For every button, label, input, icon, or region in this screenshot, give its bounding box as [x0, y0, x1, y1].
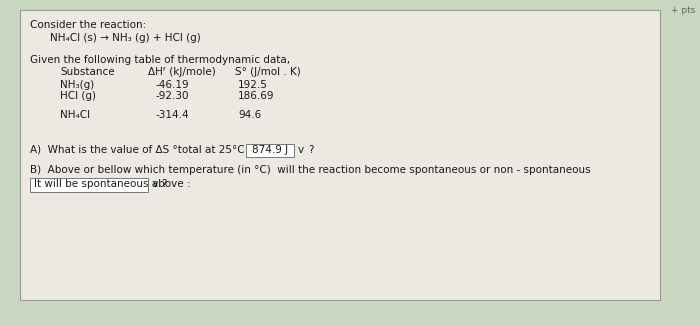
- Text: ?: ?: [308, 145, 314, 155]
- Text: -46.19: -46.19: [155, 80, 188, 90]
- Text: A)  What is the value of ΔS °total at 25°C: A) What is the value of ΔS °total at 25°…: [30, 145, 244, 155]
- Bar: [246, 144, 294, 157]
- Text: ?: ?: [161, 179, 167, 189]
- Text: 186.69: 186.69: [238, 91, 274, 101]
- Text: HCl (g): HCl (g): [60, 91, 96, 101]
- Text: 874.9 J: 874.9 J: [252, 145, 288, 155]
- Text: 94.6: 94.6: [238, 110, 261, 120]
- Text: -92.30: -92.30: [155, 91, 188, 101]
- Text: It will be spontaneous above :: It will be spontaneous above :: [34, 179, 190, 189]
- Text: ΔHᶠ (kJ/mole): ΔHᶠ (kJ/mole): [148, 67, 216, 77]
- Text: ∨: ∨: [152, 179, 159, 189]
- Bar: [20, 10, 660, 300]
- Text: B)  Above or bellow which temperature (in °C)  will the reaction become spontane: B) Above or bellow which temperature (in…: [30, 165, 591, 175]
- Text: v: v: [298, 145, 304, 155]
- Text: Substance: Substance: [60, 67, 115, 77]
- Text: NH₃(g): NH₃(g): [60, 80, 94, 90]
- Text: 192.5: 192.5: [238, 80, 268, 90]
- Text: Given the following table of thermodynamic data,: Given the following table of thermodynam…: [30, 55, 290, 65]
- Text: Consider the reaction:: Consider the reaction:: [30, 20, 146, 30]
- Text: -314.4: -314.4: [155, 110, 188, 120]
- Text: NH₄Cl (s) → NH₃ (g) + HCl (g): NH₄Cl (s) → NH₃ (g) + HCl (g): [50, 33, 201, 43]
- Text: S° (J/mol . K): S° (J/mol . K): [235, 67, 301, 77]
- Text: NH₄Cl: NH₄Cl: [60, 110, 90, 120]
- Bar: [30, 178, 148, 192]
- Text: + pts: + pts: [671, 6, 695, 15]
